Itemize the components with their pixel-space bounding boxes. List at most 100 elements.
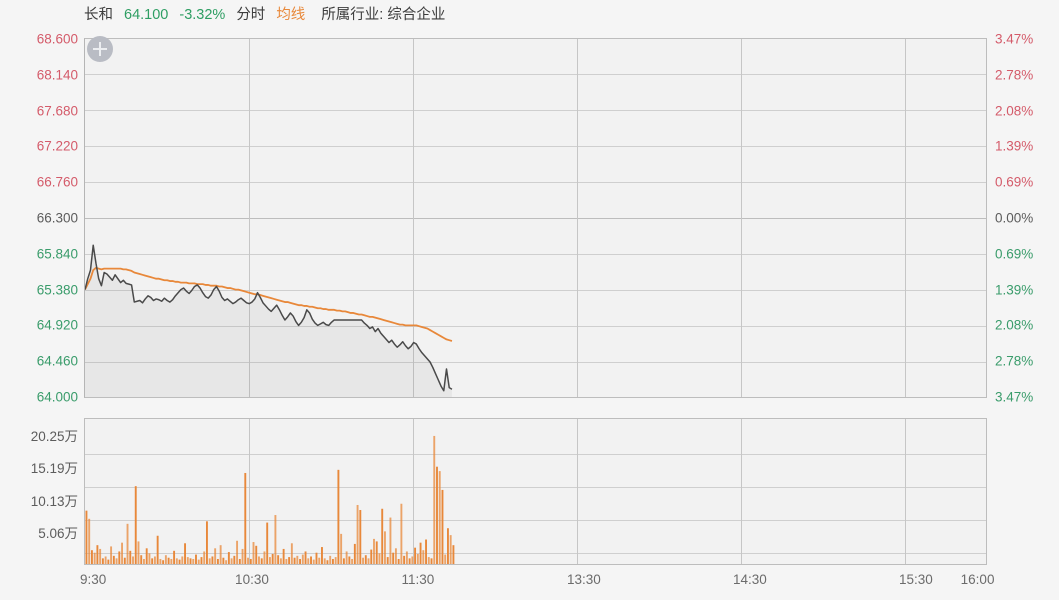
volume-bar	[373, 538, 375, 564]
volume-bar	[392, 552, 395, 564]
volume-axis-label: 15.19万	[30, 461, 78, 477]
volume-bar	[192, 558, 195, 564]
volume-bar	[268, 557, 271, 564]
percent-axis-label: 0.69%	[995, 246, 1034, 262]
volume-bar	[430, 558, 433, 564]
volume-axis-label: 20.25万	[30, 429, 78, 445]
gridline-vertical	[249, 419, 250, 564]
volume-bar	[274, 515, 277, 564]
gridline-vertical	[413, 39, 414, 397]
gridline	[85, 290, 986, 291]
volume-bar	[433, 435, 436, 564]
price-area-fill	[85, 245, 452, 397]
volume-bar	[238, 558, 241, 564]
price-series-svg	[85, 244, 453, 397]
volume-bar	[225, 560, 228, 564]
volume-bar	[266, 522, 269, 564]
volume-bar	[206, 521, 208, 564]
price-axis-label: 65.840	[36, 246, 78, 262]
volume-bar	[197, 559, 200, 564]
volume-bar	[167, 557, 170, 564]
volume-bar	[230, 558, 233, 564]
price-line	[85, 244, 453, 392]
volume-bar	[285, 558, 288, 564]
volume-bar	[123, 557, 126, 564]
current-price: 64.100	[124, 7, 169, 23]
gridline-vertical	[905, 39, 906, 397]
volume-bar	[151, 558, 154, 564]
volume-bar	[208, 558, 211, 564]
gridline	[85, 146, 986, 147]
volume-bar	[323, 558, 326, 564]
plus-circle-icon[interactable]	[87, 36, 113, 62]
volume-bar	[367, 558, 370, 564]
volume-bar	[88, 518, 91, 564]
volume-bar	[389, 517, 392, 564]
gridline	[85, 110, 986, 111]
percent-axis-label: 1.39%	[995, 138, 1034, 154]
volume-bar	[340, 533, 343, 564]
volume-axis-label: 5.06万	[38, 525, 78, 541]
tab-moving-average[interactable]: 均线	[276, 7, 306, 23]
volume-bar	[293, 557, 296, 564]
volume-bar	[222, 557, 225, 564]
time-axis-label: 9:30	[80, 572, 107, 587]
volume-chart-panel[interactable]	[84, 418, 987, 565]
percent-axis-label: 2.78%	[995, 67, 1034, 83]
stock-name: 长和	[84, 7, 113, 23]
volume-bar	[315, 552, 318, 564]
gridline	[85, 254, 986, 255]
volume-bar	[427, 557, 430, 564]
volume-bar	[101, 558, 104, 564]
volume-bar	[164, 555, 167, 564]
volume-bar	[107, 559, 110, 564]
volume-bar	[110, 546, 113, 564]
percent-axis-label: 2.08%	[995, 103, 1034, 119]
price-chart-panel[interactable]	[84, 38, 987, 398]
volume-bar	[364, 555, 367, 564]
volume-bar	[356, 504, 359, 564]
volume-bar	[386, 557, 389, 564]
volume-bar	[115, 558, 118, 564]
volume-bar	[260, 558, 263, 564]
volume-bar	[438, 471, 441, 564]
volume-bar	[299, 558, 302, 564]
gridline	[85, 326, 986, 327]
volume-bar	[307, 558, 310, 564]
volume-bar	[85, 510, 88, 564]
volume-bar	[140, 555, 143, 564]
time-axis-label: 15:30	[898, 572, 933, 587]
moving-average-line	[85, 266, 453, 342]
volume-bar	[449, 535, 452, 564]
gridline	[85, 362, 986, 363]
volume-bar	[181, 556, 184, 564]
volume-bar	[143, 558, 145, 564]
volume-bar	[318, 557, 321, 564]
volume-bar	[233, 555, 236, 564]
tab-intraday[interactable]: 分时	[236, 7, 266, 23]
price-axis-label: 66.760	[36, 174, 78, 190]
volume-bar	[312, 559, 315, 564]
volume-bar	[321, 547, 323, 564]
price-axis-label: 65.380	[36, 282, 78, 298]
time-axis-label: 16:00	[960, 572, 995, 587]
gridline-vertical	[741, 419, 742, 564]
volume-bar	[416, 553, 419, 564]
volume-bar	[145, 548, 148, 564]
percent-axis-label: 3.47%	[995, 31, 1034, 47]
gridline-vertical	[577, 39, 578, 397]
volume-bar	[156, 535, 159, 564]
time-axis-label: 10:30	[235, 572, 269, 587]
volume-bar	[326, 560, 329, 564]
gridline-vertical	[413, 419, 414, 564]
volume-bar	[351, 558, 354, 564]
volume-bar	[384, 531, 386, 564]
volume-bar	[452, 545, 455, 564]
volume-bar	[288, 557, 291, 564]
volume-bar	[414, 547, 417, 564]
volume-bar	[282, 548, 285, 564]
gridline-vertical	[905, 419, 906, 564]
volume-bar	[370, 549, 373, 564]
volume-series-svg	[85, 435, 455, 564]
price-axis-label: 67.220	[36, 138, 78, 154]
